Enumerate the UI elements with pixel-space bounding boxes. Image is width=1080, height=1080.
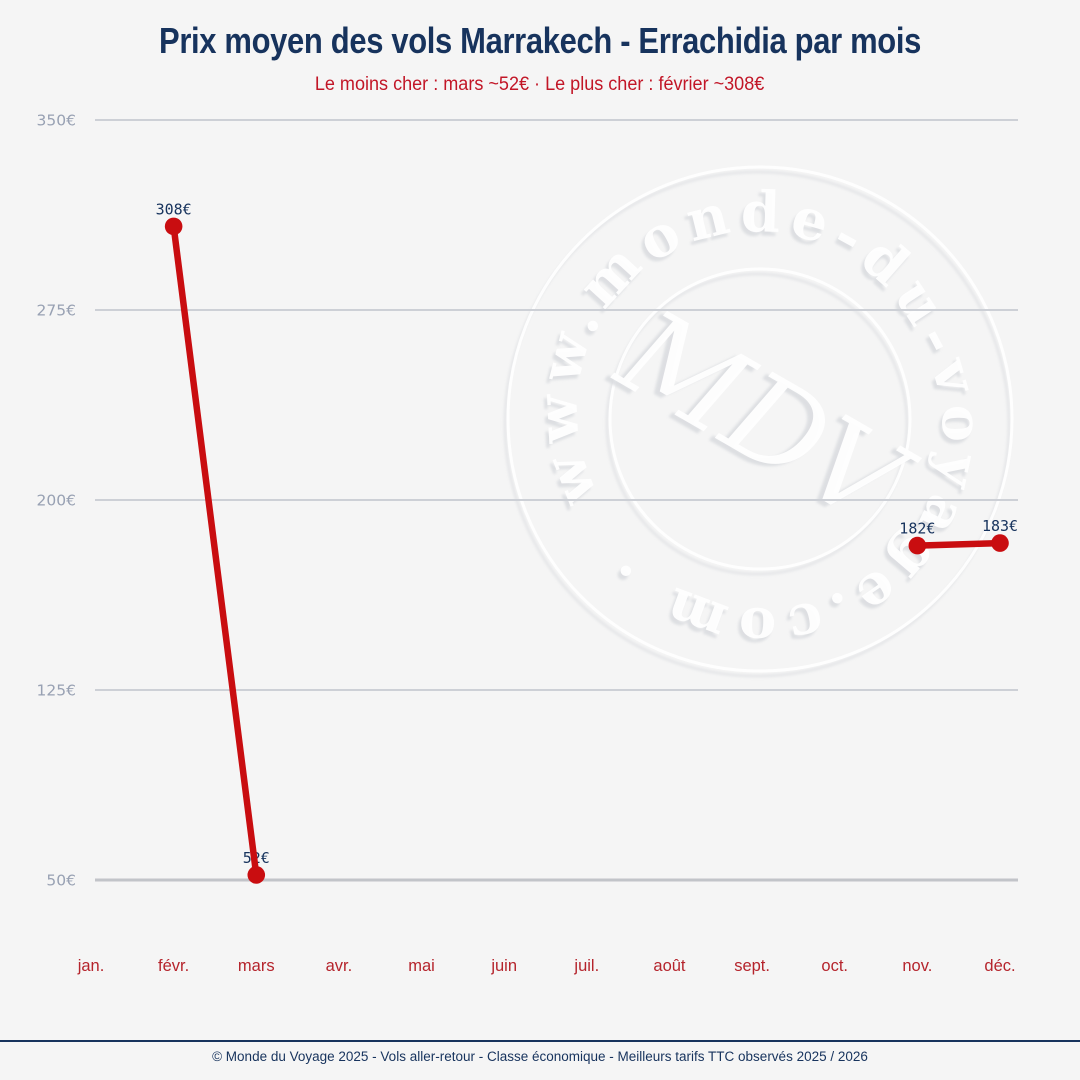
month-label-avr.: avr.: [326, 957, 353, 975]
month-label-nov.: nov.: [902, 957, 932, 975]
month-label-déc.: déc.: [984, 957, 1015, 975]
data-point-déc.: [991, 534, 1009, 552]
month-label-juil.: juil.: [573, 957, 599, 975]
data-point-nov.: [908, 536, 927, 555]
month-label-jan.: jan.: [77, 957, 105, 975]
watermark: www.monde-du-voyage.com · www.monde-du-v…: [503, 165, 1014, 678]
month-label-févr.: févr.: [158, 957, 189, 975]
month-label-juin: juin: [490, 957, 517, 975]
ytick-label-350: 350€: [37, 112, 76, 130]
data-point-févr.: [164, 217, 183, 236]
chart-subtitle: Le moins cher : mars ~52€ · Le plus cher…: [315, 74, 765, 95]
ytick-label-125: 125€: [37, 682, 76, 700]
month-label-mai: mai: [408, 957, 435, 975]
price-line-segment: [914, 539, 1004, 549]
chart-subtitle-row: Le moins cher : mars ~52€ · Le plus cher…: [0, 74, 1080, 96]
watermark-circle-shadow: [605, 272, 909, 576]
month-label-oct.: oct.: [821, 957, 848, 975]
point-label-nov.: 182€: [899, 520, 935, 538]
month-label-mars: mars: [238, 957, 275, 975]
ytick-label-50: 50€: [46, 872, 76, 890]
ytick-label-275: 275€: [37, 302, 76, 320]
footer-divider: [0, 1040, 1080, 1042]
month-label-août: août: [653, 957, 686, 975]
data-point-mars: [247, 866, 266, 884]
point-label-févr.: 308€: [156, 200, 192, 218]
point-label-déc.: 183€: [982, 517, 1018, 535]
page-title-row: Prix moyen des vols Marrakech - Errachid…: [0, 20, 1080, 62]
watermark-circle: [608, 267, 912, 571]
watermark-circle: [506, 165, 1014, 673]
footer-text: © Monde du Voyage 2025 - Vols aller-reto…: [212, 1049, 868, 1064]
month-label-sept.: sept.: [734, 957, 770, 975]
page-title: Prix moyen des vols Marrakech - Errachid…: [159, 20, 921, 61]
watermark-circle-shadow: [503, 170, 1011, 678]
price-line-segment: [170, 223, 260, 879]
ytick-label-200: 200€: [37, 492, 76, 510]
